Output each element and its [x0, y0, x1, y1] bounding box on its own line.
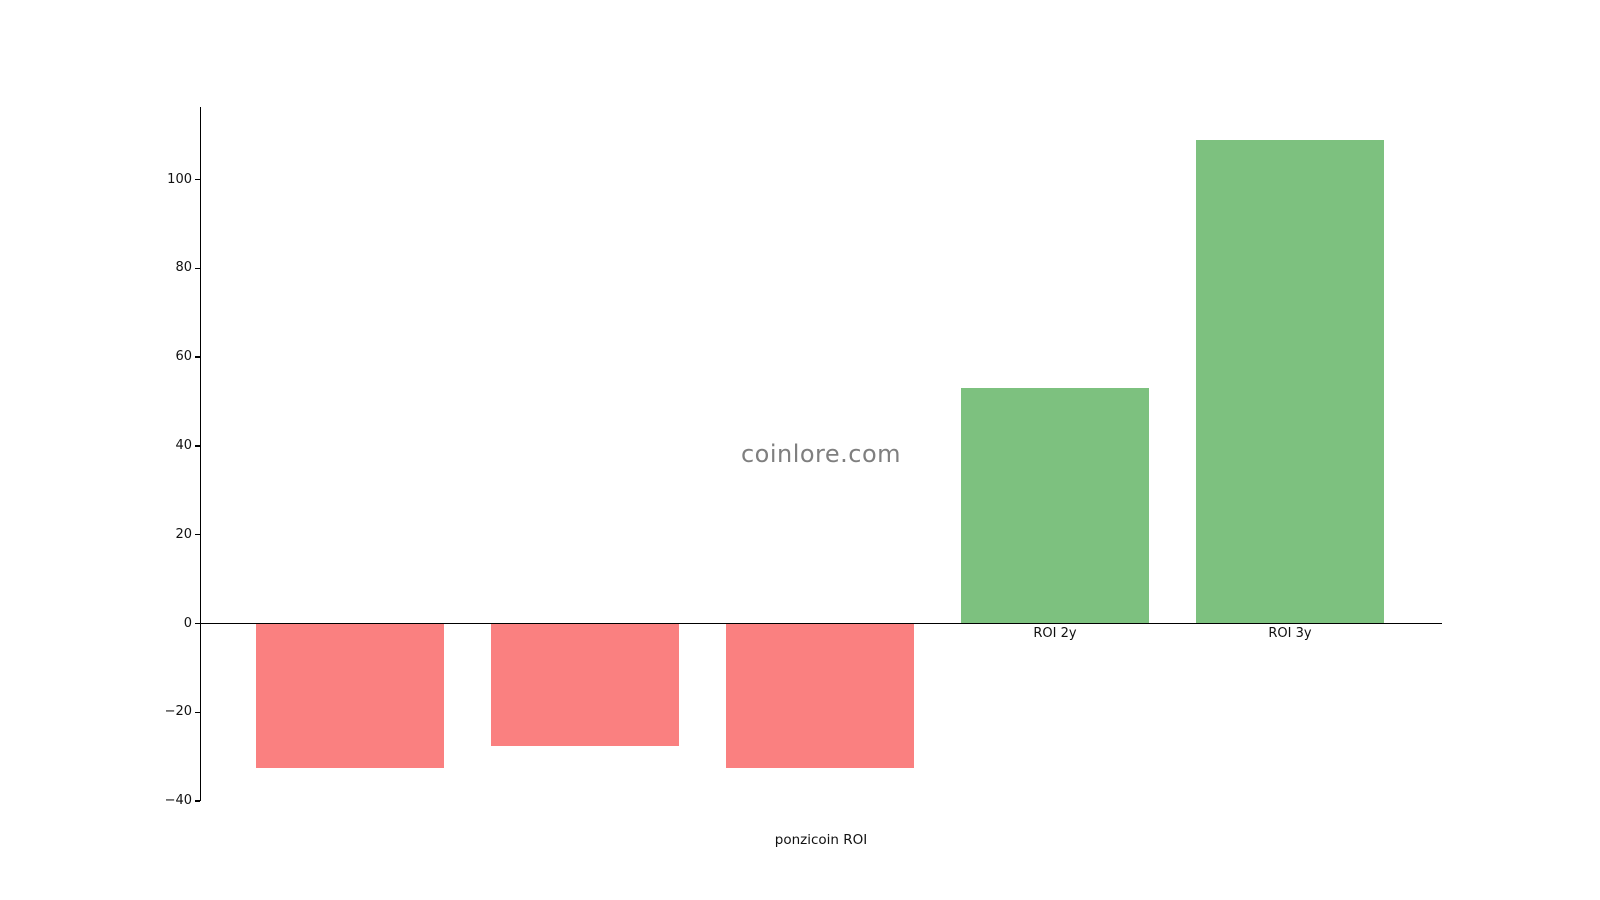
y-axis-line — [200, 107, 202, 801]
bar — [256, 623, 444, 768]
x-tick-label: ROI 2y — [1033, 626, 1077, 641]
bar — [1196, 139, 1384, 624]
y-tick-label: −20 — [164, 704, 192, 720]
y-tick-mark — [195, 356, 200, 358]
y-tick-mark — [195, 622, 200, 625]
y-tick-mark — [195, 800, 200, 802]
y-tick-mark — [195, 178, 200, 181]
y-tick-label: 100 — [167, 171, 192, 187]
y-tick-label: 40 — [175, 437, 192, 453]
y-tick-label: 20 — [175, 526, 192, 542]
y-tick-mark — [195, 534, 200, 536]
bar — [726, 623, 914, 768]
bar — [961, 388, 1149, 624]
y-tick-mark — [195, 267, 200, 269]
bar — [491, 623, 679, 746]
y-tick-mark — [195, 445, 200, 447]
x-axis-zero-line — [200, 623, 1442, 625]
y-tick-label: 0 — [183, 615, 192, 631]
x-axis-title: ponzicoin ROI — [774, 832, 868, 848]
y-tick-label: 80 — [175, 260, 192, 276]
y-tick-label: −40 — [164, 793, 192, 809]
watermark-text: coinlore.com — [740, 440, 902, 468]
x-tick-label: ROI 3y — [1268, 626, 1312, 641]
y-tick-mark — [195, 711, 200, 713]
y-tick-label: 60 — [175, 349, 192, 365]
